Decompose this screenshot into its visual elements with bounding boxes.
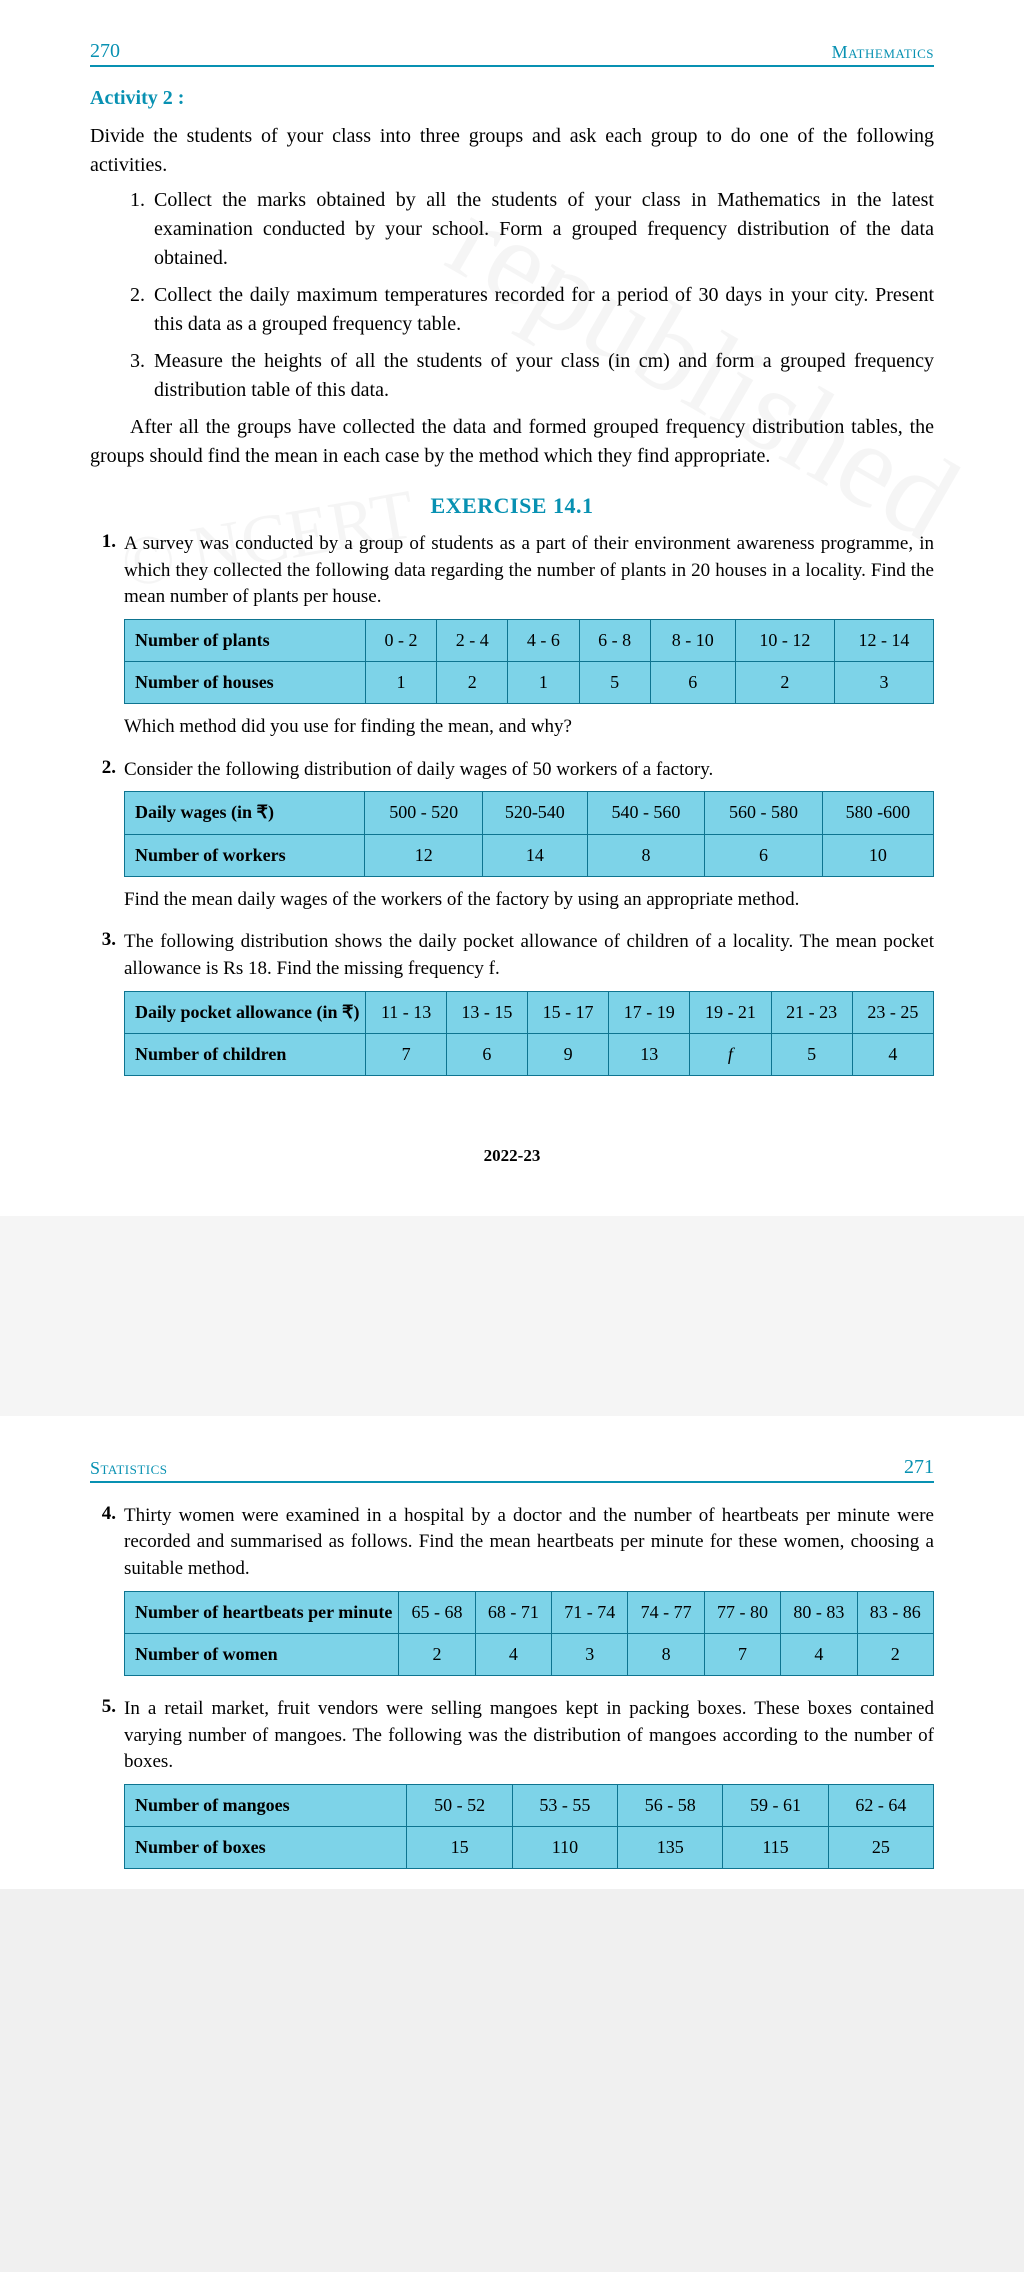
page-header: Statistics 271 (90, 1456, 934, 1483)
page-271: Statistics 271 4. Thirty women were exam… (0, 1416, 1024, 1889)
q5-table: Number of mangoes 50 - 52 53 - 55 56 - 5… (124, 1784, 934, 1869)
table-row-label: Daily pocket allowance (in ₹) (125, 991, 366, 1033)
exercise-heading: EXERCISE 14.1 (90, 493, 934, 519)
q1-table: Number of plants 0 - 2 2 - 4 4 - 6 6 - 8… (124, 619, 934, 704)
q2-table: Daily wages (in ₹) 500 - 520 520-540 540… (124, 791, 934, 876)
question-body: In a retail market, fruit vendors were s… (124, 1696, 934, 1879)
table-row-label: Number of houses (125, 661, 366, 703)
activity-conclusion: After all the groups have collected the … (90, 413, 934, 471)
question-list: 4. Thirty women were examined in a hospi… (90, 1503, 934, 1879)
table-row-label: Number of plants (125, 619, 366, 661)
page-270: republished © NCERT 270 Mathematics Acti… (0, 0, 1024, 1216)
activity-intro: Divide the students of your class into t… (90, 122, 934, 180)
question-4: 4. Thirty women were examined in a hospi… (90, 1503, 934, 1686)
book-title: Mathematics (832, 42, 934, 63)
question-body: A survey was conducted by a group of stu… (124, 531, 934, 747)
question-number: 5. (90, 1696, 124, 1879)
q3-table: Daily pocket allowance (in ₹) 11 - 13 13… (124, 991, 934, 1076)
page-number: 271 (904, 1456, 934, 1479)
question-5: 5. In a retail market, fruit vendors wer… (90, 1696, 934, 1879)
q4-table: Number of heartbeats per minute 65 - 68 … (124, 1591, 934, 1676)
table-row-label: Number of women (125, 1633, 399, 1675)
question-1: 1. A survey was conducted by a group of … (90, 531, 934, 747)
book-title: Statistics (90, 1458, 168, 1479)
activity-heading: Activity 2 : (90, 87, 934, 110)
activity-item-3: Measure the heights of all the students … (150, 347, 934, 405)
page-number: 270 (90, 40, 120, 63)
page-header: 270 Mathematics (90, 40, 934, 67)
question-number: 3. (90, 929, 124, 1086)
question-body: The following distribution shows the dai… (124, 929, 934, 1086)
question-list: 1. A survey was conducted by a group of … (90, 531, 934, 1086)
table-row-label: Number of heartbeats per minute (125, 1591, 399, 1633)
activity-item-1: Collect the marks obtained by all the st… (150, 186, 934, 273)
table-row-label: Number of children (125, 1033, 366, 1075)
question-number: 1. (90, 531, 124, 747)
table-row-label: Number of boxes (125, 1827, 407, 1869)
footer-year: 2022-23 (90, 1146, 934, 1166)
table-row-label: Number of workers (125, 834, 365, 876)
activity-list: Collect the marks obtained by all the st… (90, 186, 934, 405)
table-row-label: Number of mangoes (125, 1784, 407, 1826)
page-separator (0, 1216, 1024, 1416)
table-row-label: Daily wages (in ₹) (125, 792, 365, 834)
question-body: Thirty women were examined in a hospital… (124, 1503, 934, 1686)
question-2: 2. Consider the following distribution o… (90, 757, 934, 920)
activity-item-2: Collect the daily maximum temperatures r… (150, 281, 934, 339)
question-3: 3. The following distribution shows the … (90, 929, 934, 1086)
question-body: Consider the following distribution of d… (124, 757, 934, 920)
question-number: 2. (90, 757, 124, 920)
question-number: 4. (90, 1503, 124, 1686)
